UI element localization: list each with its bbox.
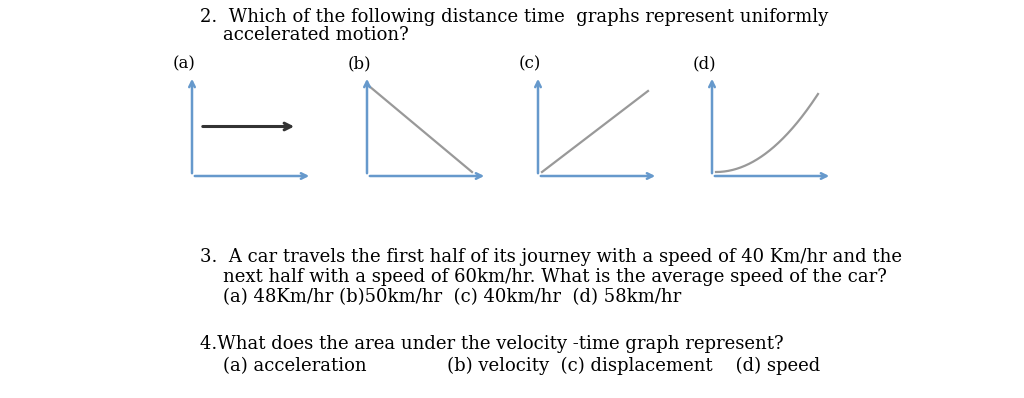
Text: (d): (d) [692, 55, 716, 72]
Text: 4.What does the area under the velocity -time graph represent?: 4.What does the area under the velocity … [200, 335, 783, 353]
Text: accelerated motion?: accelerated motion? [200, 26, 409, 44]
Text: 3.  A car travels the first half of its journey with a speed of 40 Km/hr and the: 3. A car travels the first half of its j… [200, 248, 902, 266]
Text: (b): (b) [347, 55, 371, 72]
Text: next half with a speed of 60km/hr. What is the average speed of the car?: next half with a speed of 60km/hr. What … [200, 268, 887, 286]
Text: 2.  Which of the following distance time  graphs represent uniformly: 2. Which of the following distance time … [200, 8, 828, 26]
Text: (c): (c) [519, 55, 542, 72]
Text: (a): (a) [173, 55, 196, 72]
Text: (a) 48Km/hr (b)50km/hr  (c) 40km/hr  (d) 58km/hr: (a) 48Km/hr (b)50km/hr (c) 40km/hr (d) 5… [200, 288, 681, 306]
Text: (a) acceleration              (b) velocity  (c) displacement    (d) speed: (a) acceleration (b) velocity (c) displa… [200, 357, 820, 375]
